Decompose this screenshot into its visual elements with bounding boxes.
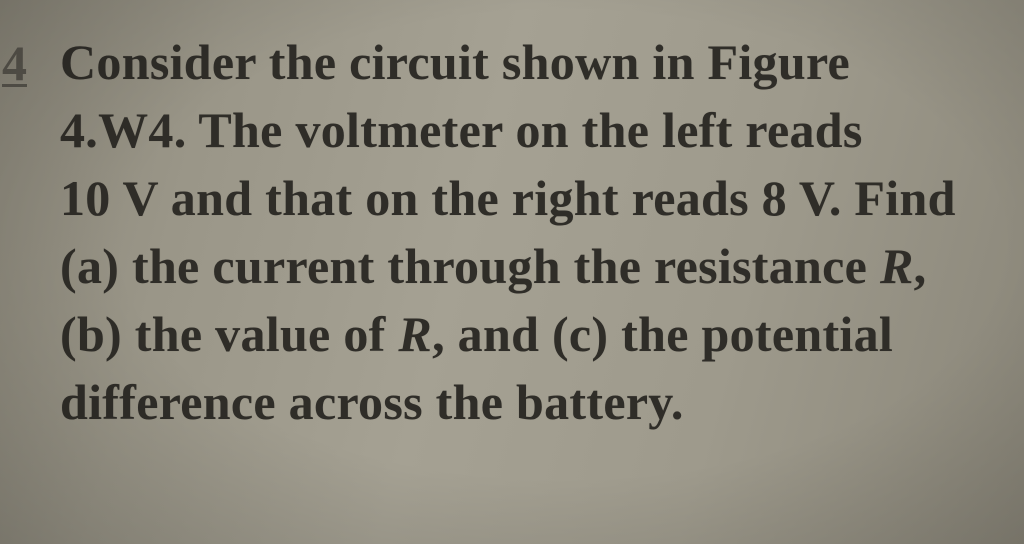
variable-R-1: R [880,238,914,294]
line-6: difference across the battery. [60,374,684,430]
line-5a: (b) the value of [60,306,398,362]
variable-R-2: R [398,306,432,362]
question-body: Consider the circuit shown in Figure 4.W… [60,28,982,436]
line-2: 4.W4. The voltmeter on the left reads [60,102,863,158]
line-4b: , [914,238,927,294]
line-1: Consider the circuit shown in Figure [60,34,850,90]
question-number: 4 [2,34,27,92]
line-4a: (a) the current through the resistance [60,238,880,294]
line-3: 10 V and that on the right reads 8 V. Fi… [60,170,956,226]
scanned-page: 4 Consider the circuit shown in Figure 4… [0,0,1024,544]
line-5b: , and (c) the potential [432,306,893,362]
